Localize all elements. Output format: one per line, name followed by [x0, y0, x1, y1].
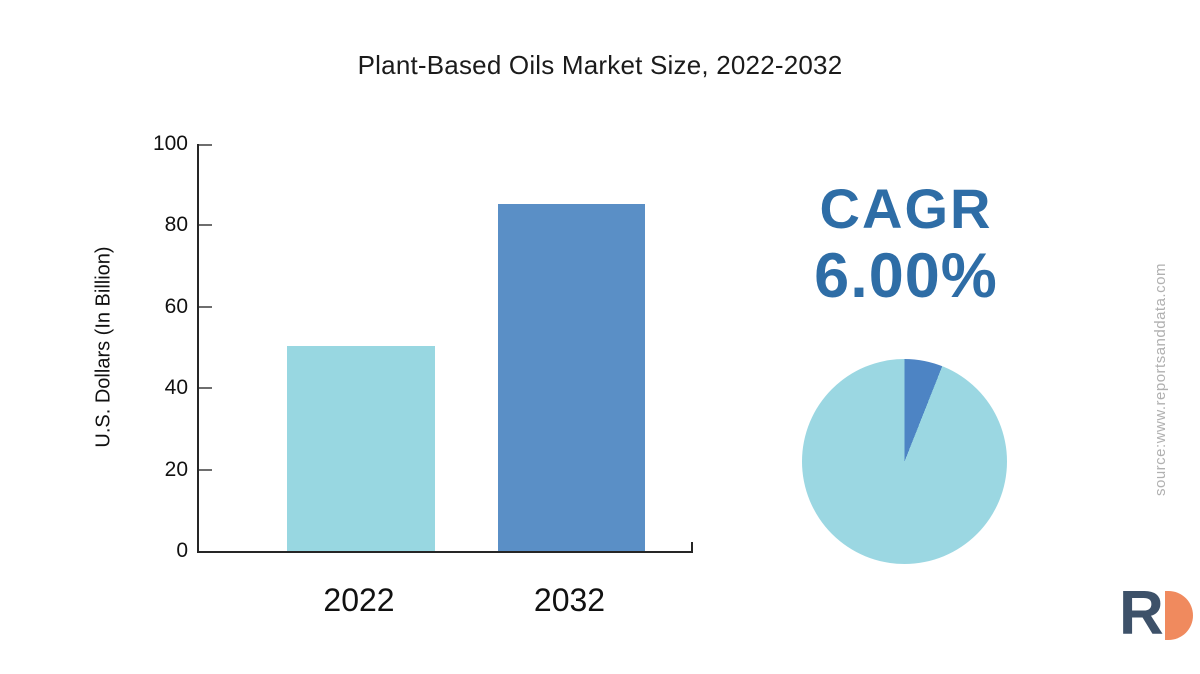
- y-tick-label-20: 20: [164, 458, 188, 481]
- y-tick-mark-60: [199, 306, 212, 308]
- cagr-label: CAGR: [819, 177, 993, 240]
- bar-2032: [498, 204, 645, 551]
- logo-letter-r: R: [1119, 579, 1164, 648]
- y-tick-mark-100: [199, 144, 212, 146]
- x-axis-end-cap: [691, 542, 693, 551]
- x-tick-label-2022: 2022: [323, 582, 395, 618]
- y-tick-label-40: 40: [164, 376, 188, 399]
- y-tick-label-100: 100: [152, 132, 188, 155]
- logo-d-shape-icon: [1164, 591, 1193, 640]
- x-tick-labels: 2022 2032: [197, 582, 691, 622]
- y-tick-labels: 0 20 40 60 80 100: [118, 132, 188, 562]
- y-tick-mark-40: [199, 387, 212, 389]
- cagr-value: 6.00%: [814, 240, 998, 311]
- y-axis-label: U.S. Dollars (In Billion): [92, 246, 115, 448]
- y-tick-label-0: 0: [176, 539, 188, 562]
- chart-title: Plant-Based Oils Market Size, 2022-2032: [357, 50, 843, 80]
- plot-area: [197, 144, 693, 553]
- y-tick-mark-80: [199, 224, 212, 226]
- cagr-block: CAGR 6.00%: [814, 177, 998, 311]
- x-tick-label-2032: 2032: [533, 582, 606, 618]
- source-note: source:www.reportsanddata.com: [1152, 263, 1169, 496]
- y-tick-label-80: 80: [164, 213, 188, 236]
- y-tick-label-60: 60: [164, 295, 188, 318]
- brand-logo: R: [1119, 579, 1193, 648]
- pie-chart: [802, 359, 1007, 564]
- bar-2022: [287, 346, 435, 551]
- y-tick-mark-20: [199, 469, 212, 471]
